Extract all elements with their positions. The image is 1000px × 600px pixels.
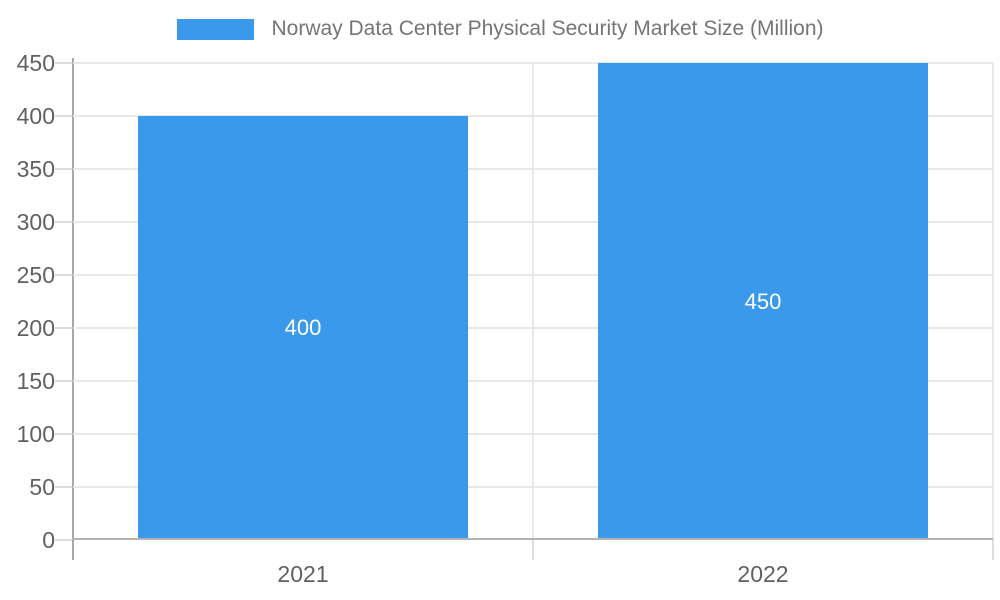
legend[interactable]: Norway Data Center Physical Security Mar… (0, 17, 1000, 41)
legend-swatch-icon (176, 18, 254, 40)
y-axis-tick-label: 400 (16, 103, 55, 129)
x-axis-tick-label: 2022 (737, 561, 789, 587)
y-axis-tick (55, 221, 72, 223)
v-gridline (532, 63, 534, 540)
y-axis-tick-label: 300 (16, 209, 55, 235)
y-axis-tick-label: 0 (42, 527, 55, 553)
y-axis-tick-label: 350 (16, 156, 55, 182)
bar-2021[interactable]: 400 (138, 116, 468, 540)
y-axis-tick (55, 327, 72, 329)
v-gridline (992, 63, 994, 540)
y-axis-tick-label: 100 (16, 421, 55, 447)
bar-value-label: 400 (284, 315, 322, 340)
x-axis-tick (532, 540, 534, 560)
y-axis-tick-label: 200 (16, 315, 55, 341)
legend-label: Norway Data Center Physical Security Mar… (271, 17, 824, 40)
y-axis-tick-label: 450 (16, 50, 55, 76)
y-axis-tick (55, 433, 72, 435)
y-axis-tick (55, 539, 72, 541)
y-axis-tick-label: 250 (16, 262, 55, 288)
x-axis-tick (992, 540, 994, 560)
x-axis-tick-label: 2021 (277, 561, 329, 587)
y-axis-tick (55, 274, 72, 276)
y-axis-tick (55, 380, 72, 382)
y-axis-tick (55, 486, 72, 488)
bar-value-label: 450 (744, 288, 782, 314)
plot-area: 400 450 (73, 62, 994, 540)
y-axis-tick-label: 50 (29, 474, 55, 500)
y-axis-line (72, 58, 74, 560)
bar-2022[interactable]: 450 (598, 63, 928, 540)
y-axis-tick (55, 115, 72, 117)
x-axis-line (72, 538, 993, 540)
y-axis-tick-label: 150 (16, 368, 55, 394)
y-axis-tick (55, 62, 72, 64)
y-axis-tick (55, 168, 72, 170)
